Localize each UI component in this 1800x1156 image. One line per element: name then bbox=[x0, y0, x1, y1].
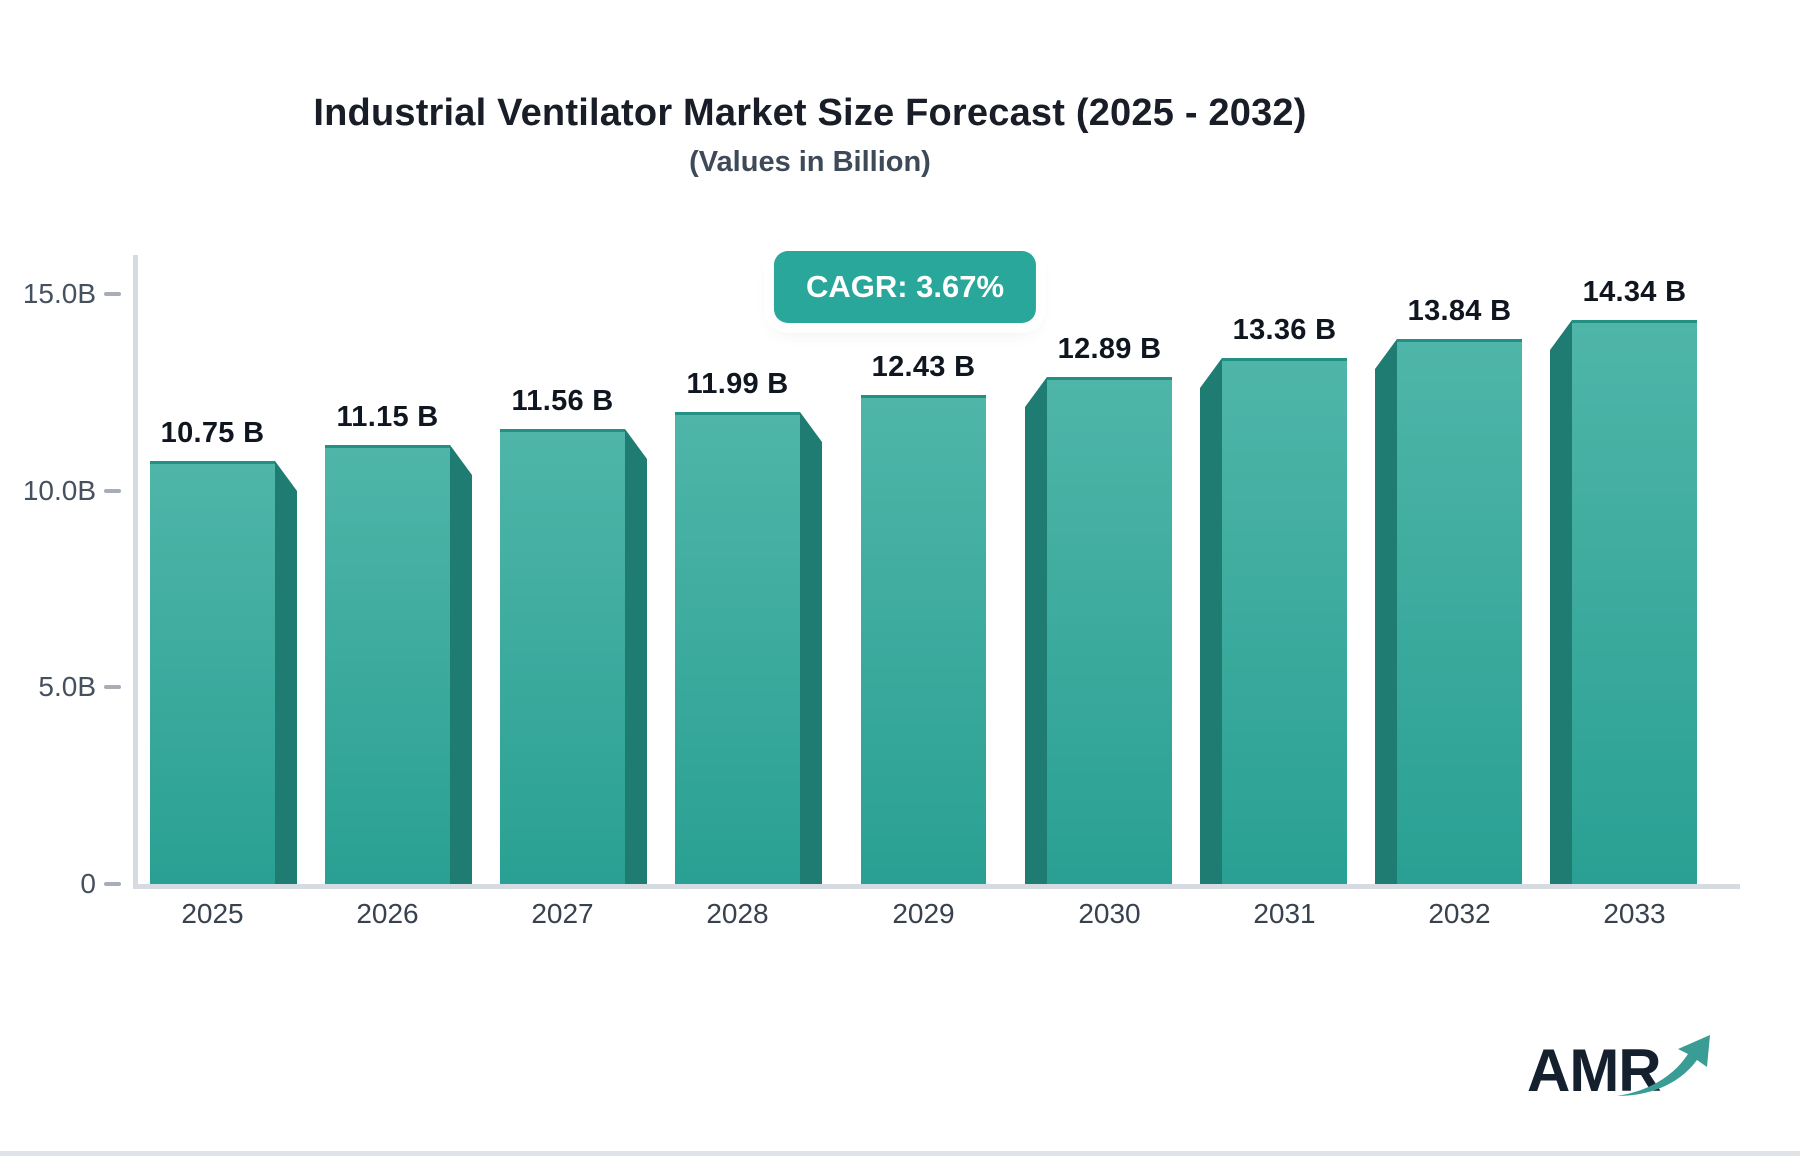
amr-logo: AMR bbox=[1527, 1035, 1737, 1116]
bar-value-label-2028: 11.99 B bbox=[686, 368, 789, 400]
bar-value-label-2025: 10.75 B bbox=[160, 417, 265, 449]
bar-value-label-2026: 11.15 B bbox=[336, 401, 439, 433]
bar-side-panel-2032 bbox=[1375, 339, 1397, 884]
bar-2025 bbox=[150, 461, 275, 884]
y-axis-tick-label: 10.0B bbox=[22, 474, 96, 506]
x-axis-label-2025: 2025 bbox=[181, 898, 244, 929]
bar-2031 bbox=[1222, 358, 1347, 884]
bar-2026 bbox=[325, 445, 450, 884]
bar-side-panel-2026 bbox=[450, 445, 472, 884]
bar-2033 bbox=[1572, 320, 1697, 884]
bar-side-panel-2033 bbox=[1550, 320, 1572, 884]
page-title: Industrial Ventilator Market Size Foreca… bbox=[313, 92, 1307, 134]
bar-2028 bbox=[675, 412, 800, 884]
y-axis-tick-mark bbox=[104, 882, 121, 886]
bar-value-label-2033: 14.34 B bbox=[1582, 276, 1687, 308]
x-axis-label-2031: 2031 bbox=[1253, 898, 1316, 929]
x-axis-label-2027: 2027 bbox=[531, 898, 594, 929]
x-axis-label-2028: 2028 bbox=[706, 898, 769, 929]
bar-value-label-2030: 12.89 B bbox=[1057, 333, 1162, 365]
bar-value-label-2029: 12.43 B bbox=[871, 351, 976, 383]
x-axis-label-2032: 2032 bbox=[1428, 898, 1491, 929]
bar-side-panel-2031 bbox=[1200, 358, 1222, 884]
bar-value-label-2032: 13.84 B bbox=[1407, 295, 1512, 327]
bar-2027 bbox=[500, 429, 625, 884]
x-axis-label-2030: 2030 bbox=[1078, 898, 1141, 929]
bar-side-panel-2027 bbox=[625, 429, 647, 884]
bar-side-panel-2028 bbox=[800, 412, 822, 884]
y-axis-line bbox=[133, 255, 138, 889]
x-axis-label-2033: 2033 bbox=[1603, 898, 1666, 929]
page-subtitle: (Values in Billion) bbox=[689, 146, 931, 178]
bar-side-panel-2030 bbox=[1025, 377, 1047, 884]
y-axis-tick-label: 5.0B bbox=[38, 671, 96, 703]
bar-value-label-2027: 11.56 B bbox=[511, 385, 614, 417]
y-axis-tick-mark bbox=[104, 291, 121, 296]
bar-side-panel-2025 bbox=[275, 461, 297, 884]
y-axis-tick-mark bbox=[104, 488, 121, 493]
x-axis-line bbox=[133, 884, 1740, 889]
x-axis-label-2029: 2029 bbox=[892, 898, 955, 929]
cagr-badge: CAGR: 3.67% bbox=[773, 251, 1037, 323]
y-axis-tick-label: 0 bbox=[80, 868, 96, 899]
bar-value-label-2031: 13.36 B bbox=[1232, 314, 1337, 346]
y-axis-tick-label: 15.0B bbox=[22, 277, 96, 309]
y-axis-tick-mark bbox=[104, 685, 121, 690]
page-bottom-border bbox=[0, 1151, 1800, 1156]
bar-2032 bbox=[1397, 339, 1522, 884]
x-axis-label-2026: 2026 bbox=[356, 898, 419, 929]
bar-2030 bbox=[1047, 377, 1172, 884]
bar-2029 bbox=[861, 395, 986, 884]
growth-arrow-icon bbox=[1617, 1035, 1710, 1096]
